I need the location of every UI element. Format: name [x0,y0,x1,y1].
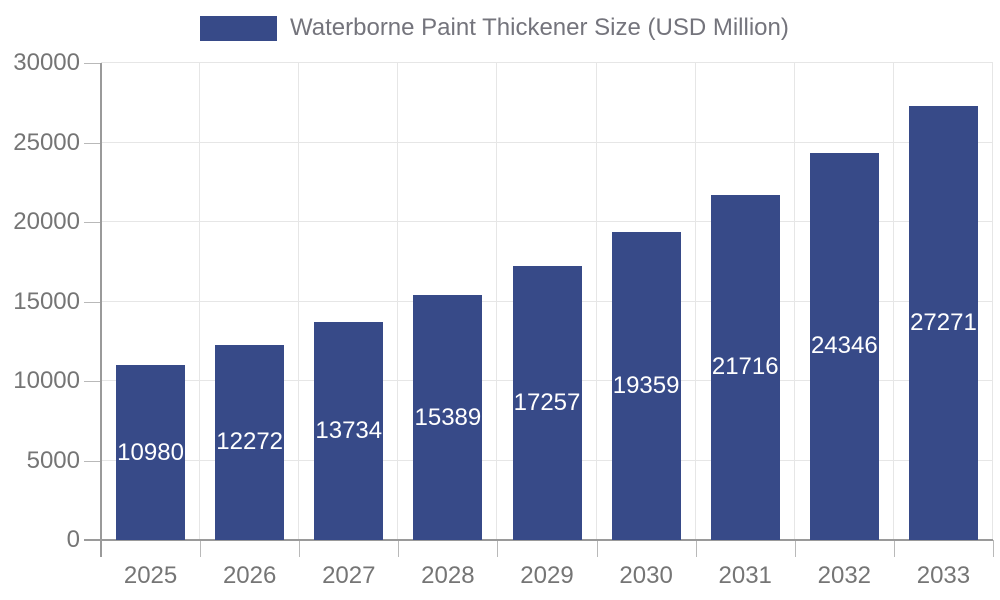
y-axis-line [100,63,102,557]
x-tick-label: 2026 [222,562,277,589]
bar-value-label: 24346 [810,332,878,360]
y-tick-label: 30000 [13,49,80,76]
x-gridline [694,63,696,540]
x-tick [695,540,697,557]
bar-2032[interactable]: 24346 [809,152,879,540]
x-tick [993,540,994,557]
y-tick [84,301,101,303]
x-tick [794,540,796,557]
x-tick-label: 2025 [123,562,178,589]
bar-2031[interactable]: 21716 [710,194,780,540]
chart-legend: Waterborne Paint Thickener Size (USD Mil… [0,10,1000,46]
x-gridline [199,63,201,540]
x-tick-label: 2027 [322,562,376,589]
y-tick-label: 10000 [13,367,80,394]
y-gridline [101,221,993,222]
y-gridline [101,62,993,63]
bar-value-label: 19359 [612,372,680,400]
x-tick-label: 2033 [916,562,971,589]
bar-value-label: 10980 [117,438,184,466]
bar-value-label: 13734 [315,416,383,444]
y-tick [84,63,101,64]
x-tick [200,540,202,557]
x-tick-label: 2028 [421,562,475,589]
bar-2027[interactable]: 13734 [314,321,384,540]
x-tick [398,540,400,557]
bar-2028[interactable]: 15389 [413,295,483,540]
x-gridline [992,63,993,540]
x-tick-label: 2032 [817,562,872,589]
y-tick-label: 20000 [13,208,80,235]
y-tick [84,460,101,462]
x-gridline [595,63,597,540]
x-tick-label: 2029 [520,562,574,589]
x-gridline [397,63,399,540]
x-tick [893,540,895,557]
x-tick-label: 2030 [619,562,673,589]
bar-value-label: 12272 [216,428,284,456]
y-tick-label: 5000 [26,446,80,474]
x-tick [299,540,301,557]
y-tick [84,381,101,382]
y-tick [84,222,101,223]
bar-2025[interactable]: 10980 [116,365,186,540]
x-axis-line [84,539,993,541]
x-tick [497,540,499,557]
legend-label[interactable]: Waterborne Paint Thickener Size (USD Mil… [290,14,789,41]
y-tick [84,142,101,144]
y-tick-label: 25000 [13,128,80,156]
bar-value-label: 15389 [414,403,482,431]
bar-2026[interactable]: 12272 [215,344,285,540]
bar-2029[interactable]: 17257 [512,265,582,540]
bar-value-label: 21716 [711,353,779,381]
x-tick-label: 2031 [718,562,772,589]
y-gridline [101,141,993,143]
bar-2033[interactable]: 27271 [908,106,978,540]
legend-swatch[interactable] [200,16,277,41]
x-gridline [892,63,894,540]
x-gridline [793,63,795,540]
x-gridline [298,63,300,540]
y-tick-label: 15000 [13,287,80,315]
bar-value-label: 17257 [513,388,581,416]
y-tick-label: 0 [66,526,80,553]
bar-2030[interactable]: 19359 [611,232,681,540]
x-tick [596,540,598,557]
bar-value-label: 27271 [910,309,977,337]
x-gridline [496,63,498,540]
